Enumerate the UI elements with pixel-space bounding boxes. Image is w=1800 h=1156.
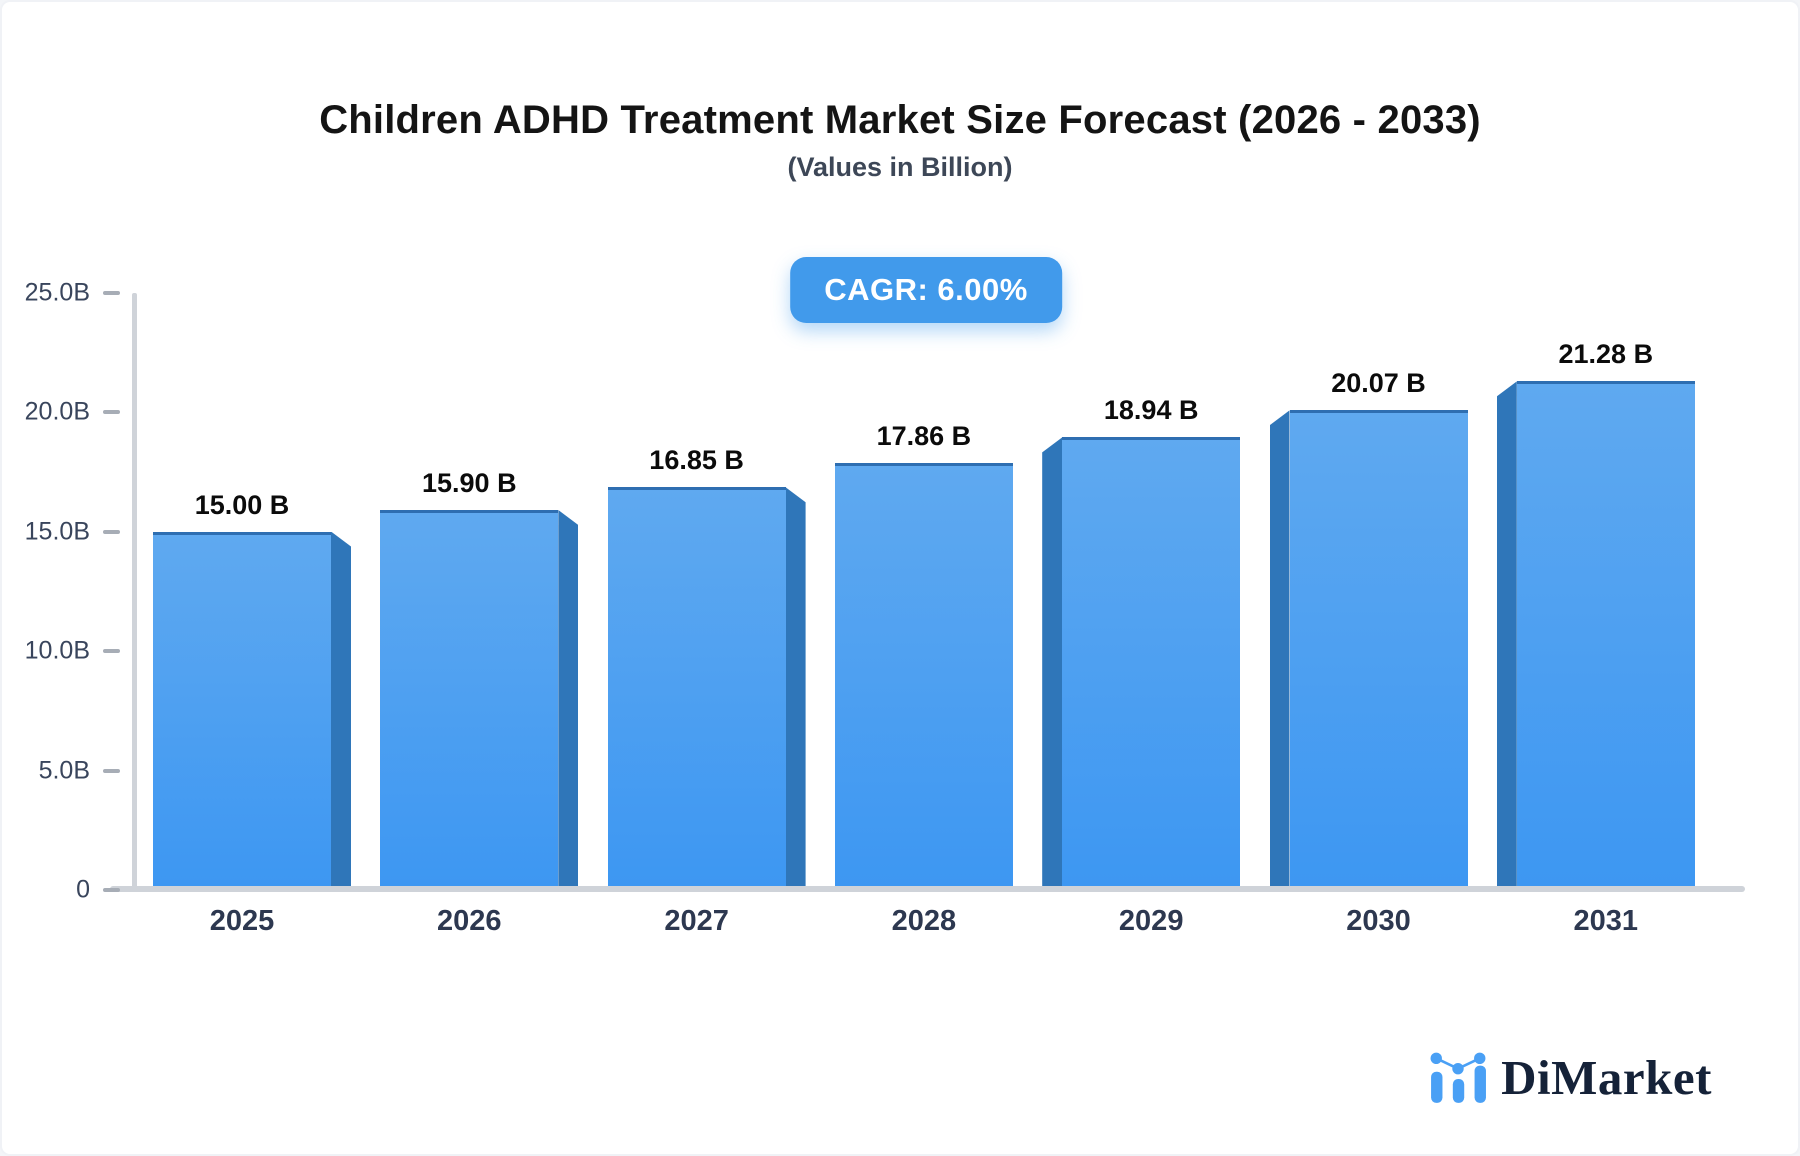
- bar-chart-logo-icon: [1430, 1052, 1487, 1103]
- bar-side-face: [558, 509, 579, 886]
- bar-side-face: [1496, 381, 1517, 886]
- chart-subtitle: (Values in Billion): [787, 152, 1013, 182]
- bar-value-label: 15.90 B: [422, 467, 517, 498]
- x-axis-label: 2031: [1573, 905, 1639, 937]
- brand-name: DiMarket: [1501, 1050, 1712, 1105]
- bar-value-label: 15.00 B: [194, 489, 290, 520]
- x-axis-label: 2028: [891, 905, 957, 937]
- y-tick-label: 10.0B: [24, 636, 90, 665]
- y-tick-mark: [103, 888, 120, 892]
- bar-value-label: 17.86 B: [876, 421, 972, 452]
- y-tick-mark: [103, 649, 120, 653]
- bar-side-face: [1269, 410, 1290, 886]
- x-axis-label: 2029: [1118, 905, 1184, 937]
- x-axis-label: 2030: [1346, 905, 1411, 937]
- bar-value-label: 16.85 B: [649, 445, 744, 476]
- y-tick-mark: [103, 290, 120, 295]
- bar-2030: [1289, 410, 1468, 886]
- chart-title: Children ADHD Treatment Market Size Fore…: [319, 98, 1481, 142]
- cagr-badge: CAGR: 6.00%: [790, 257, 1062, 323]
- y-tick-label: 0: [76, 875, 90, 904]
- y-tick-mark: [103, 768, 120, 773]
- bar-2027: [607, 487, 786, 886]
- bar-side-face: [1042, 437, 1063, 886]
- bar-value-label: 20.07 B: [1331, 368, 1426, 399]
- y-tick-label: 20.0B: [24, 397, 90, 426]
- y-tick-label: 5.0B: [38, 756, 90, 784]
- bar-value-label: 21.28 B: [1558, 339, 1654, 370]
- y-tick-mark: [103, 410, 120, 414]
- x-axis-line: [110, 886, 1745, 892]
- y-axis-line: [132, 292, 137, 890]
- y-tick-label: 25.0B: [24, 278, 90, 306]
- bar-2028: [834, 463, 1013, 886]
- x-axis-label: 2025: [209, 905, 275, 937]
- bar-2025: [153, 531, 331, 886]
- x-axis-label: 2027: [664, 905, 729, 937]
- bar-side-face: [331, 531, 351, 886]
- bar-value-label: 18.94 B: [1103, 395, 1199, 426]
- brand-logo: DiMarket: [1429, 1049, 1712, 1106]
- x-axis-label: 2026: [437, 905, 502, 937]
- bar-side-face: [785, 487, 806, 886]
- bar-2031: [1516, 381, 1695, 886]
- y-tick-label: 15.0B: [24, 517, 90, 545]
- y-tick-mark: [103, 529, 120, 534]
- bar-2026: [380, 509, 559, 886]
- bar-2029: [1062, 437, 1241, 886]
